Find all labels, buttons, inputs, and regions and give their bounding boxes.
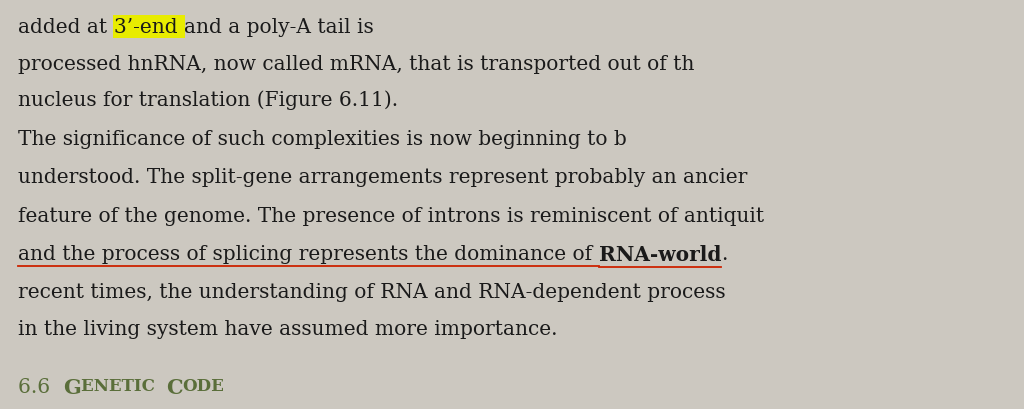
Text: G: G xyxy=(62,377,81,397)
Text: in the living system have assumed more importance.: in the living system have assumed more i… xyxy=(18,319,557,338)
Text: understood. The split-gene arrangements represent probably an ancier: understood. The split-gene arrangements … xyxy=(18,168,748,187)
Text: RNA-world: RNA-world xyxy=(598,245,721,264)
Text: ENETIC: ENETIC xyxy=(81,377,166,394)
Text: The significance of such complexities is now beginning to b: The significance of such complexities is… xyxy=(18,130,627,148)
Text: .: . xyxy=(721,245,727,263)
Text: processed hnRNA, now called mRNA, that is transported out of th: processed hnRNA, now called mRNA, that i… xyxy=(18,55,694,74)
Text: recent times, the understanding of RNA and RNA-dependent process: recent times, the understanding of RNA a… xyxy=(18,282,726,301)
Text: 6.6: 6.6 xyxy=(18,377,62,396)
Text: added at: added at xyxy=(18,18,114,37)
Text: ODE: ODE xyxy=(182,377,224,394)
Text: nucleus for translation (Figure 6.11).: nucleus for translation (Figure 6.11). xyxy=(18,90,398,109)
Text: feature of the genome. The presence of introns is reminiscent of antiquit: feature of the genome. The presence of i… xyxy=(18,207,764,225)
Text: C: C xyxy=(166,377,182,397)
Text: and the process of splicing represents the dominance of: and the process of splicing represents t… xyxy=(18,245,598,263)
Text: 3’-end: 3’-end xyxy=(114,18,183,37)
Bar xyxy=(113,16,184,39)
Text: and a poly-A tail is: and a poly-A tail is xyxy=(183,18,374,37)
